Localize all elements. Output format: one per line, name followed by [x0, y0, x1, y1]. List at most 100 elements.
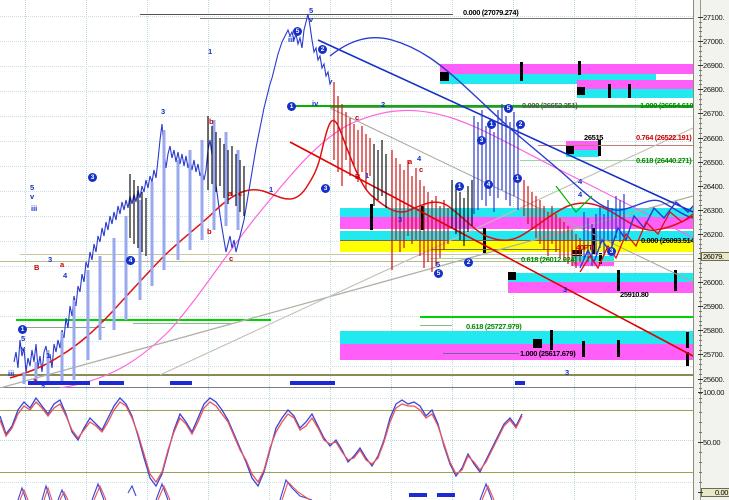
price-axis-minor-tick: [699, 373, 702, 375]
ref-line-25727: [420, 316, 693, 318]
current-price-tag: 26079.: [701, 252, 729, 261]
ref-line-green-left: [16, 319, 271, 321]
price-axis-tick: [698, 282, 703, 284]
marker-bar-15: [686, 332, 689, 348]
marker-bar-1: [520, 62, 523, 81]
wave-label: v: [30, 192, 35, 201]
price-axis-tick-label: 26800.: [703, 85, 725, 95]
wave-label: 2: [381, 100, 386, 109]
price-axis-minor-tick: [699, 103, 702, 105]
price-axis-tick: [698, 258, 703, 259]
grid-line-vertical: [208, 388, 209, 500]
price-axis-minor-tick: [699, 142, 702, 144]
wave-label: 4: [63, 271, 68, 280]
price-axis-minor-tick: [699, 392, 702, 394]
price-axis-minor-tick: [699, 238, 702, 240]
price-axis-minor-tick: [699, 151, 702, 153]
oscillator-axis-tick: [698, 392, 703, 393]
circled-wave-label: 3: [607, 247, 616, 256]
fib-label-26012: 0.618 (26012.924): [521, 255, 577, 264]
price-scale-axis[interactable]: 27100. 27000. 26900. 26800. 26700. 26600. 2650…: [693, 0, 729, 500]
price-axis-minor-tick: [699, 291, 702, 293]
grid-line-horizontal: [0, 266, 693, 267]
price-axis-minor-tick: [699, 118, 702, 120]
grid-line-vertical: [147, 0, 148, 387]
band-magenta-bot: [340, 344, 693, 360]
price-axis-minor-tick: [699, 171, 702, 173]
grid-line-vertical: [635, 0, 636, 387]
price-axis-minor-tick: [699, 243, 702, 245]
marker-bar-6: [370, 204, 373, 230]
price-axis-minor-tick: [699, 176, 702, 178]
price-axis-tick: [698, 17, 703, 18]
wave-label: 4: [578, 177, 583, 186]
wave-label: c: [419, 165, 424, 174]
osc-lower-band: [0, 472, 693, 473]
price-axis-minor-tick: [699, 320, 702, 322]
circled-wave-label: 1: [513, 174, 522, 183]
oscillator-axis-tick: [698, 492, 703, 493]
price-axis-minor-tick: [699, 79, 702, 81]
price-axis-minor-tick: [699, 262, 702, 264]
price-axis-tick-label: 26000.: [703, 278, 725, 288]
wave-label: 3: [563, 285, 568, 294]
wave-label: 5: [309, 6, 314, 15]
grid-line-horizontal: [0, 41, 693, 42]
ref-line-25617: [443, 353, 519, 354]
wave-label: c: [238, 189, 243, 198]
wave-label: b: [209, 117, 214, 126]
stochastic-oscillator-panel[interactable]: [0, 388, 693, 500]
price-axis-tick: [698, 89, 703, 91]
marker-bar-3: [608, 84, 611, 98]
wave-label: iii: [288, 35, 295, 44]
circled-wave-label: 1: [487, 120, 496, 129]
wave-label: 1: [365, 171, 370, 180]
marker-bar-11: [674, 270, 677, 291]
oscillator-axis-tick-label: 100.00: [703, 388, 725, 397]
price-axis-minor-tick: [699, 383, 702, 385]
grid-line-vertical: [25, 388, 26, 500]
price-axis-minor-tick: [699, 229, 702, 231]
band-magenta-pti: [572, 262, 614, 266]
grid-line-vertical: [269, 388, 270, 500]
grid-line-vertical: [25, 0, 26, 387]
fib-label-25727: 0.618 (25727.979): [466, 322, 522, 331]
price-axis-minor-tick: [699, 364, 702, 366]
price-axis-tick-label: 26400.: [703, 181, 725, 191]
time-marker-1: [28, 381, 90, 385]
price-axis-minor-tick: [699, 190, 702, 192]
marker-box-pti: [572, 250, 582, 256]
current-oscillator-tag: 0.00: [701, 488, 729, 497]
marker-bar-9: [592, 228, 595, 254]
wave-label: 5: [30, 183, 35, 192]
price-axis-tick-label: 26300.: [703, 205, 725, 215]
price-axis-minor-tick: [699, 301, 702, 303]
wave-label: 2: [41, 384, 45, 392]
band-cyan-mid-2: [340, 231, 693, 240]
band-cyan-top: [440, 74, 656, 84]
grid-line-vertical: [574, 388, 575, 500]
circled-wave-label: 5: [293, 27, 302, 36]
circled-wave-label: 5: [504, 104, 513, 113]
fib-label-26093: 0.000 (26093.514): [641, 236, 697, 245]
circled-wave-label: 2: [318, 45, 327, 54]
marker-bar-13: [582, 341, 585, 357]
price-axis-minor-tick: [699, 94, 702, 96]
price-axis-tick-label: 26600.: [703, 133, 725, 143]
price-axis-minor-tick: [699, 248, 702, 250]
wave-label: 3: [398, 215, 403, 224]
ref-line-brown-mid: [0, 374, 693, 376]
oscillator-axis-minor-tick: [699, 472, 702, 473]
price-axis-minor-tick: [699, 286, 702, 288]
ref-line-26093-grey: [340, 240, 693, 241]
price-axis-tick-label: 26900.: [703, 61, 725, 71]
price-axis-minor-tick: [699, 84, 702, 86]
band-cyan-top2: [577, 89, 693, 98]
oscillator-axis-minor-tick: [699, 482, 702, 483]
price-chart-panel[interactable]: 0.000 (27079.274) 0.000 (26652.351) 1.00…: [0, 0, 697, 392]
circled-wave-label: 3: [88, 173, 97, 182]
price-axis-tick: [698, 65, 703, 67]
price-axis-minor-tick: [699, 325, 702, 327]
marker-bar-12: [550, 330, 553, 350]
